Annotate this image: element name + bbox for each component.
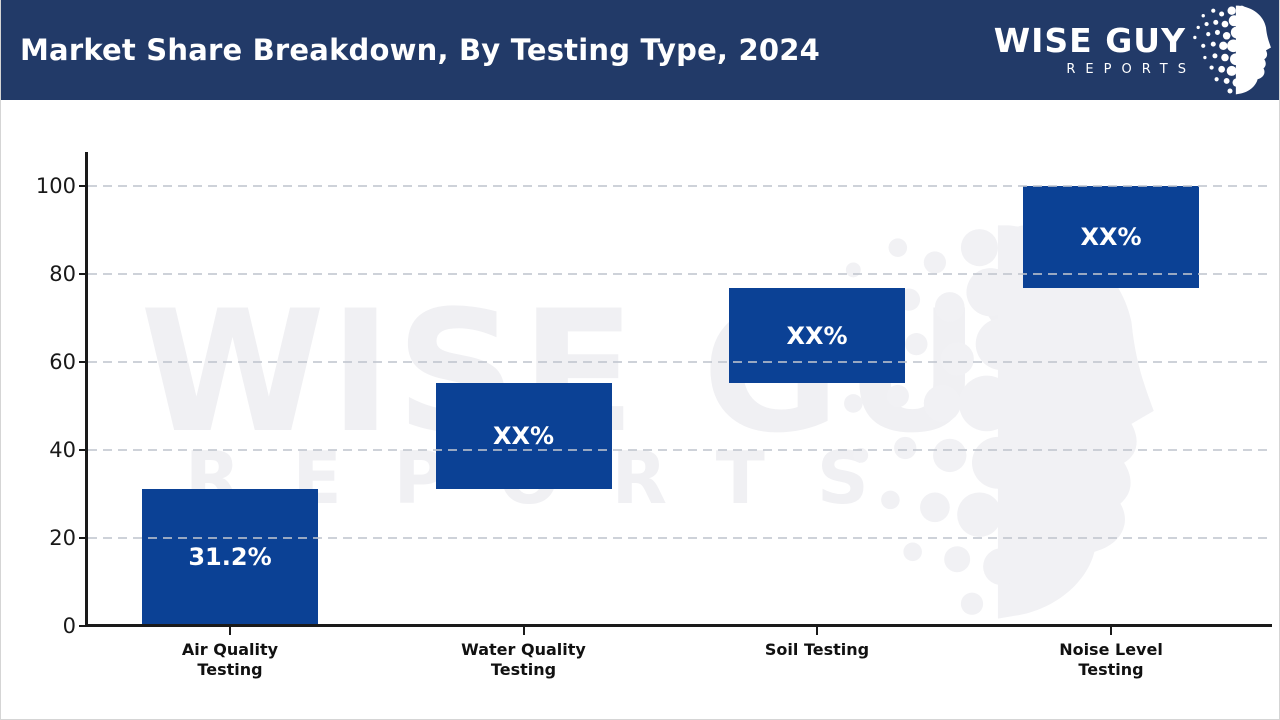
logo-text: WISE GUY REPORTS [994, 24, 1186, 76]
x-tick-1 [522, 627, 525, 635]
x-tick-label-2: Soil Testing [764, 640, 870, 659]
gridline-20 [88, 537, 1272, 539]
y-tick-100 [79, 185, 87, 187]
y-axis [85, 152, 88, 627]
wise-guy-logo: WISE GUY REPORTS [994, 4, 1272, 96]
gridline-100 [88, 185, 1272, 187]
y-tick-label-100: 100 [35, 174, 76, 198]
bar-value-label: XX% [492, 421, 555, 450]
y-tick-label-80: 80 [49, 262, 76, 286]
logo-subtext: REPORTS [1066, 62, 1196, 77]
bar-noise-level-testing: XX% [1023, 186, 1199, 289]
y-tick-label-40: 40 [49, 438, 76, 462]
y-tick-0 [79, 625, 87, 627]
bar-value-label: XX% [786, 321, 848, 350]
gridline-60 [88, 361, 1272, 363]
x-axis [85, 624, 1272, 627]
header-bar: Market Share Breakdown, By Testing Type,… [0, 0, 1280, 100]
chart-area: WISE GUY REPORTS 02040608010031.2%XX%XX%… [0, 100, 1280, 720]
page-title: Market Share Breakdown, By Testing Type,… [20, 33, 820, 67]
bar-value-label: XX% [1080, 223, 1142, 252]
x-tick-label-3: Noise Level Testing [1059, 640, 1163, 679]
y-tick-80 [79, 273, 87, 275]
x-tick-0 [229, 627, 231, 635]
x-tick-label-0: Air Quality Testing [181, 640, 279, 679]
y-tick-label-20: 20 [49, 526, 76, 550]
y-tick-20 [79, 537, 87, 539]
x-tick-2 [816, 627, 818, 635]
bar-value-label: 31.2% [188, 543, 272, 572]
x-tick-3 [1110, 627, 1112, 635]
bar-soil-testing: XX% [729, 288, 905, 384]
bar-water-quality-testing: XX% [435, 383, 612, 489]
y-tick-label-0: 0 [62, 614, 76, 638]
logo-wordmark: WISE GUY [993, 21, 1186, 60]
gridline-80 [88, 273, 1272, 275]
bar-air-quality-testing: 31.2% [142, 488, 318, 626]
y-tick-label-60: 60 [49, 350, 76, 374]
gridline-40 [88, 449, 1272, 451]
y-tick-60 [79, 361, 87, 363]
dotted-head-logo-icon [1193, 5, 1271, 95]
y-tick-40 [79, 449, 87, 451]
x-tick-label-1: Water Quality Testing [461, 640, 586, 679]
